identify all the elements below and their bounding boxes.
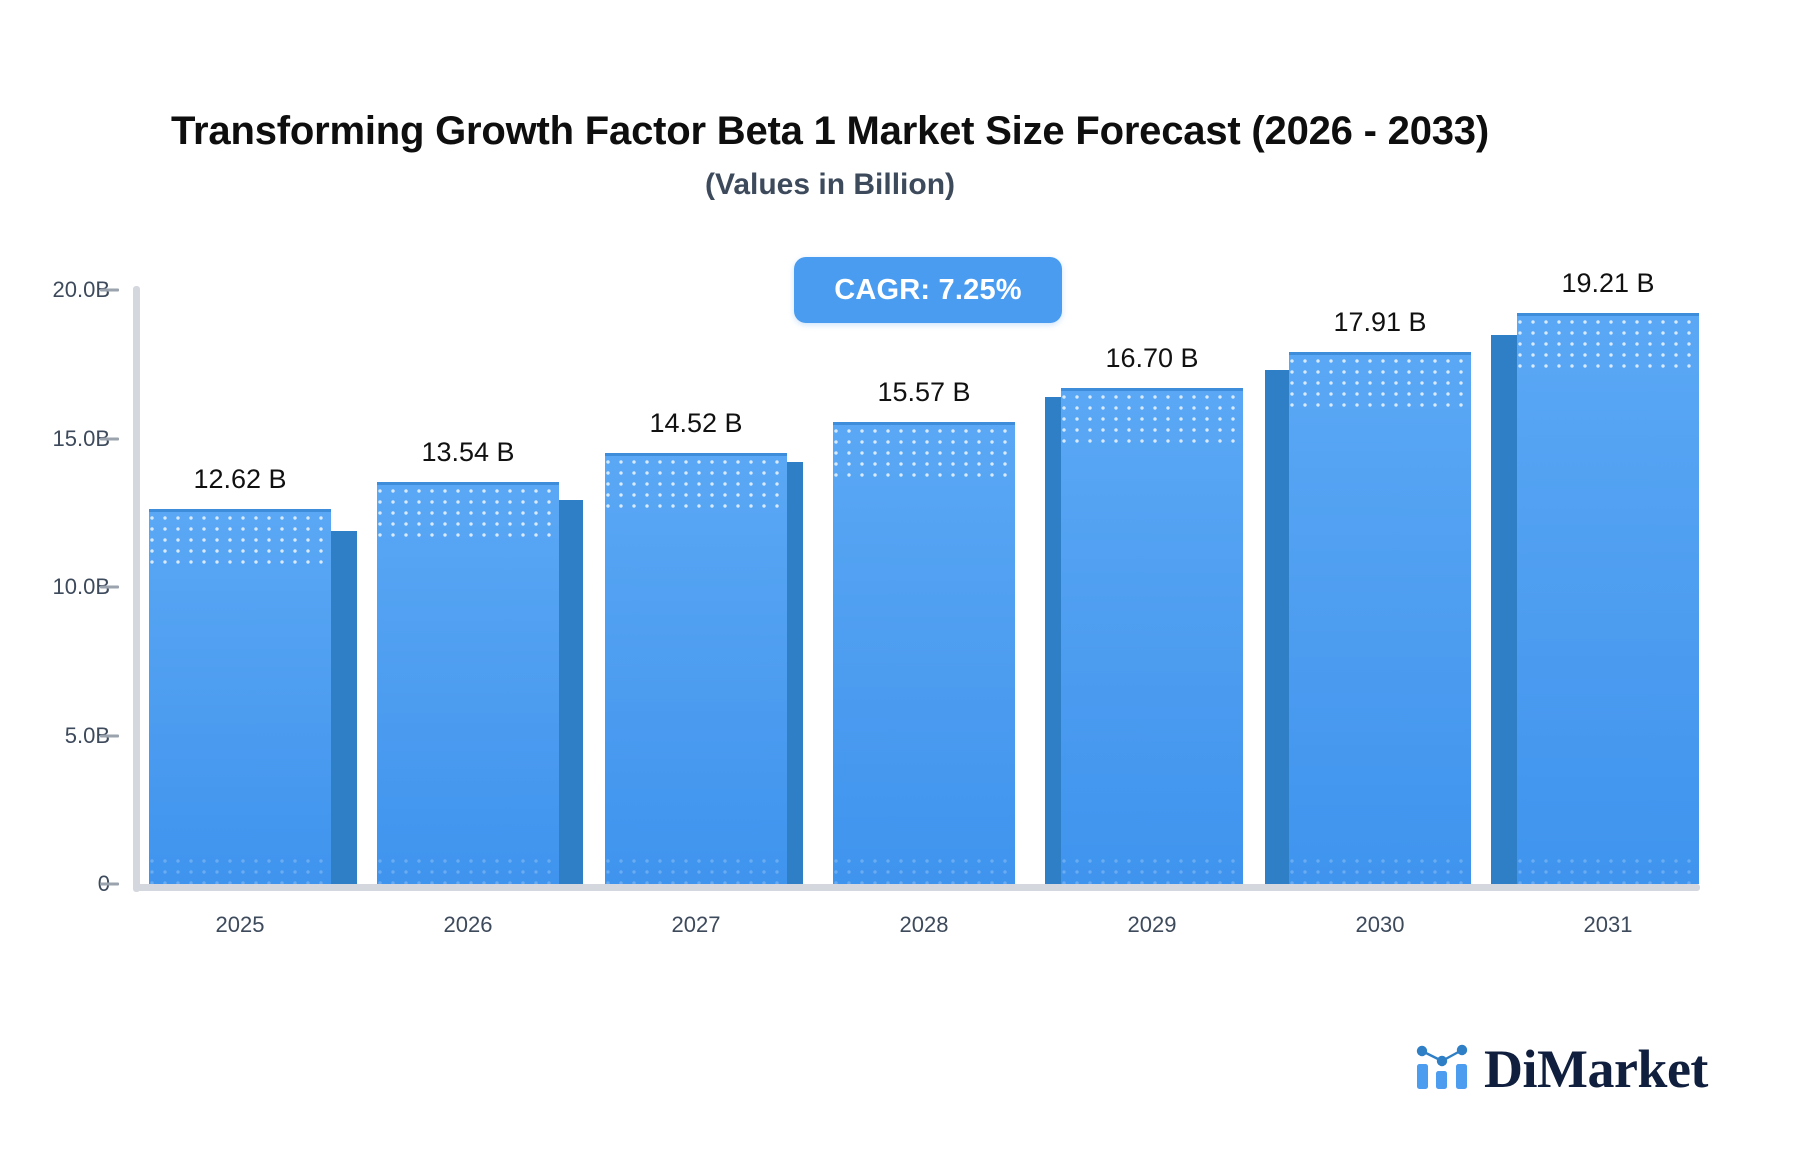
y-axis-line bbox=[133, 286, 140, 892]
x-axis-tick-label: 2026 bbox=[443, 912, 493, 937]
bar-2026[interactable]: 13.54 B bbox=[377, 437, 583, 884]
bar-side-face bbox=[331, 531, 357, 884]
bar-front-face bbox=[1517, 313, 1699, 884]
x-axis-line bbox=[133, 884, 1700, 891]
bar-texture-lower bbox=[605, 858, 787, 884]
bar-texture bbox=[1517, 319, 1699, 372]
y-axis-tick-mark bbox=[100, 585, 119, 589]
bar-side-face bbox=[1045, 397, 1061, 884]
x-axis-tick-label: 2031 bbox=[1583, 912, 1633, 937]
bar-texture bbox=[605, 458, 787, 511]
bar-front-face bbox=[149, 509, 331, 884]
bar-2031[interactable]: 19.21 B bbox=[1491, 268, 1699, 884]
bar-value-label: 13.54 B bbox=[421, 436, 515, 467]
bar-2029[interactable]: 16.70 B bbox=[1045, 343, 1243, 884]
bar-front-face bbox=[1061, 388, 1243, 884]
chart-title: Transforming Growth Factor Beta 1 Market… bbox=[171, 109, 1489, 153]
x-axis-tick-label: 2030 bbox=[1355, 912, 1405, 937]
y-axis-tick-mark bbox=[100, 437, 119, 440]
bar-side-face bbox=[1265, 370, 1289, 884]
bar-texture bbox=[1289, 358, 1471, 411]
bar-value-label: 16.70 B bbox=[1105, 343, 1199, 374]
bar-texture-lower bbox=[377, 858, 559, 884]
y-axis-tick-mark bbox=[100, 734, 119, 737]
bar-2025[interactable]: 12.62 B bbox=[149, 464, 357, 884]
y-axis-tick-mark bbox=[100, 882, 119, 886]
bar-value-label: 12.62 B bbox=[193, 464, 287, 495]
bar-value-label: 17.91 B bbox=[1333, 307, 1427, 338]
bar-texture-lower bbox=[1061, 858, 1243, 884]
bar-texture-lower bbox=[149, 858, 331, 884]
logo-wordmark: DiMarket bbox=[1484, 1038, 1708, 1099]
bar-texture bbox=[833, 427, 1015, 480]
bar-chart-logo-icon bbox=[1414, 1040, 1470, 1097]
x-axis-tick-label: 2027 bbox=[671, 912, 721, 937]
bar-value-label: 15.57 B bbox=[877, 376, 971, 407]
bar-front-face bbox=[1289, 352, 1471, 884]
bar-texture bbox=[377, 487, 559, 540]
bar-front-face bbox=[377, 481, 559, 884]
bar-texture-lower bbox=[1289, 858, 1471, 884]
cagr-badge: CAGR: 7.25% bbox=[794, 257, 1062, 323]
bar-front-face bbox=[833, 421, 1015, 884]
dimarket-logo: DiMarket bbox=[1414, 1040, 1708, 1097]
bar-value-label: 14.52 B bbox=[649, 407, 743, 438]
bar-side-face bbox=[787, 461, 803, 884]
bar-texture bbox=[149, 515, 331, 568]
cagr-badge-label: CAGR: 7.25% bbox=[834, 273, 1022, 306]
chart-subtitle: (Values in Billion) bbox=[704, 168, 956, 201]
bar-front-face bbox=[605, 452, 787, 884]
bar-2028[interactable]: 15.57 B bbox=[833, 377, 1015, 884]
bar-side-face bbox=[559, 499, 583, 884]
bar-2027[interactable]: 14.52 B bbox=[605, 408, 803, 884]
bar-texture bbox=[1061, 394, 1243, 447]
bar-value-label: 19.21 B bbox=[1561, 268, 1655, 299]
bar-2030[interactable]: 17.91 B bbox=[1265, 307, 1471, 884]
bar-side-face bbox=[1491, 335, 1517, 884]
bar-texture-lower bbox=[833, 858, 1015, 884]
x-axis-tick-label: 2025 bbox=[215, 912, 265, 937]
y-axis-tick-mark bbox=[100, 288, 119, 292]
x-axis-tick-label: 2028 bbox=[899, 912, 949, 937]
bar-texture-lower bbox=[1517, 858, 1699, 884]
chart-header: Transforming Growth Factor Beta 1 Market… bbox=[0, 108, 1660, 203]
x-axis-tick-label: 2029 bbox=[1127, 912, 1177, 937]
